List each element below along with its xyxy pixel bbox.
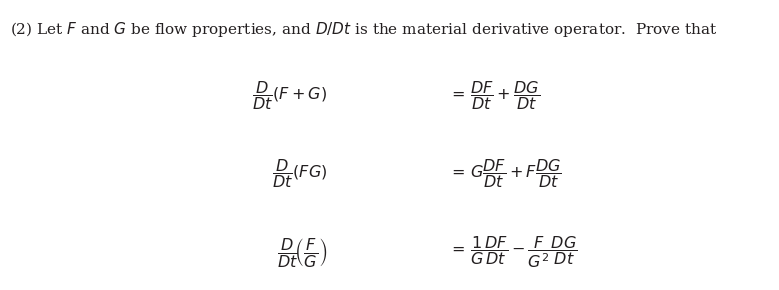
Text: $=\,\dfrac{1}{G}\dfrac{DF}{Dt}-\dfrac{F}{G^{2}}\dfrac{DG}{Dt}$: $=\,\dfrac{1}{G}\dfrac{DF}{Dt}-\dfrac{F}…: [448, 234, 577, 270]
Text: $=\,\dfrac{DF}{Dt}+\dfrac{DG}{Dt}$: $=\,\dfrac{DF}{Dt}+\dfrac{DG}{Dt}$: [448, 79, 540, 112]
Text: (2) Let $F$ and $G$ be flow properties, and $D/Dt$ is the material derivative op: (2) Let $F$ and $G$ be flow properties, …: [10, 20, 717, 39]
Text: $\dfrac{D}{Dt}(F+G)$: $\dfrac{D}{Dt}(F+G)$: [252, 79, 327, 112]
Text: $\dfrac{D}{Dt}\!\left(\dfrac{F}{G}\right)$: $\dfrac{D}{Dt}\!\left(\dfrac{F}{G}\right…: [277, 236, 327, 269]
Text: $=\,G\dfrac{DF}{Dt}+F\dfrac{DG}{Dt}$: $=\,G\dfrac{DF}{Dt}+F\dfrac{DG}{Dt}$: [448, 157, 562, 191]
Text: $\dfrac{D}{Dt}(FG)$: $\dfrac{D}{Dt}(FG)$: [272, 157, 327, 191]
